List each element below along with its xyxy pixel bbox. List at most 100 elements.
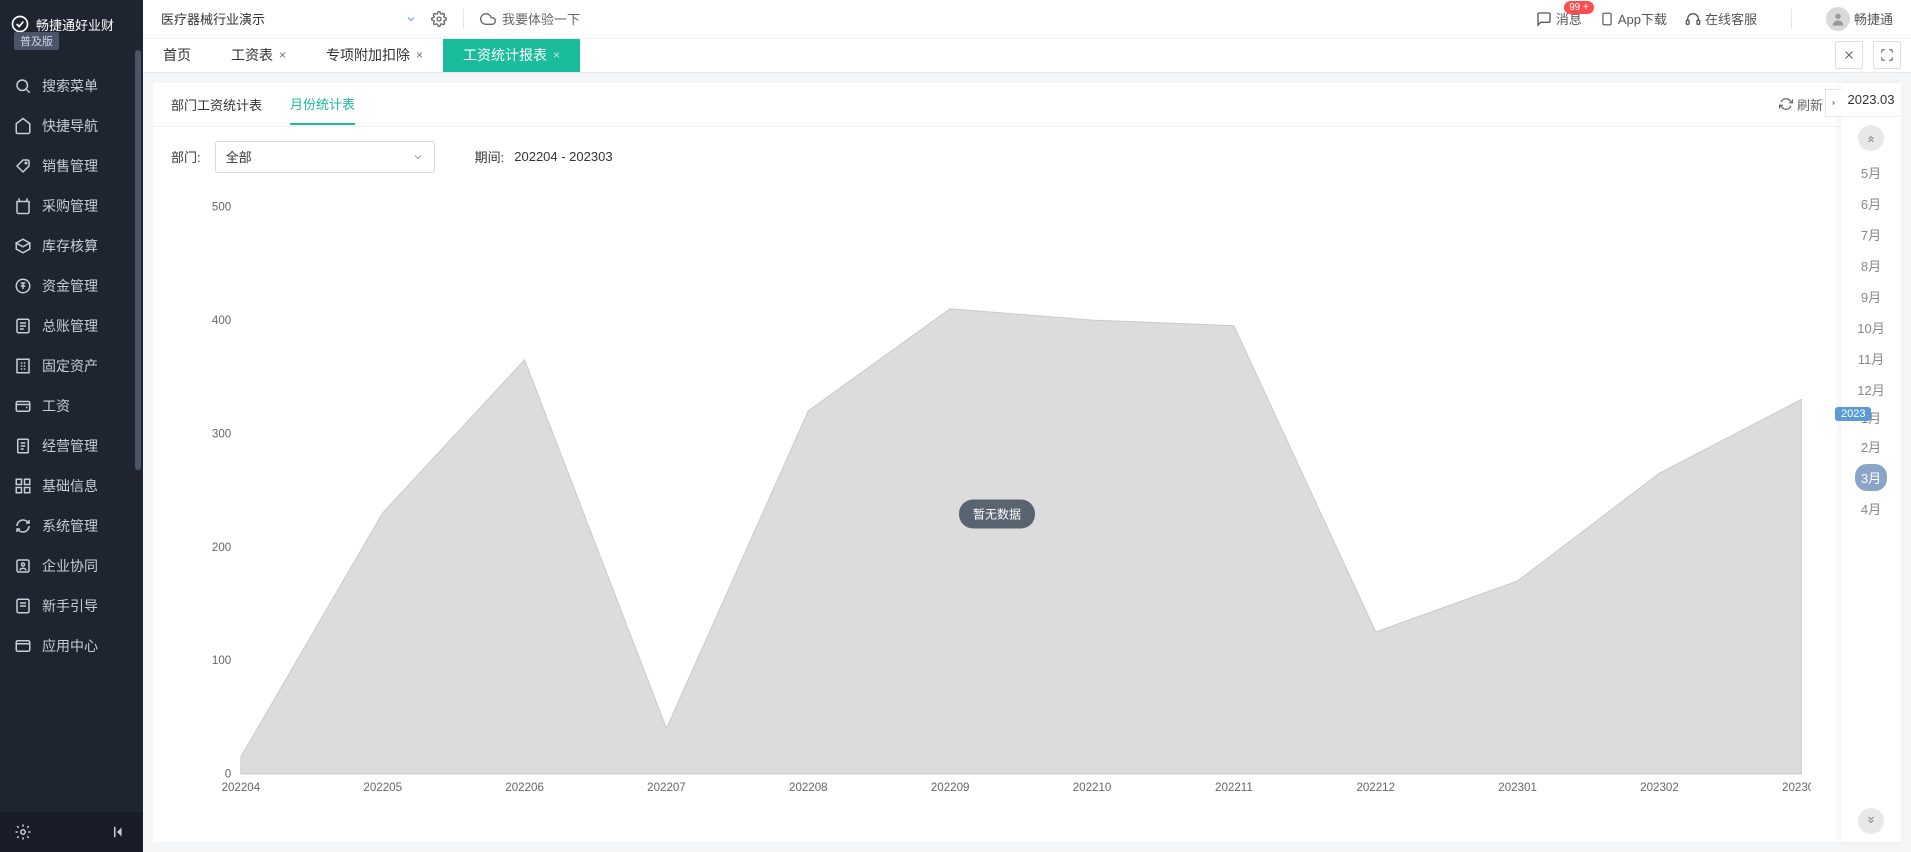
tabs-bar-actions	[1835, 39, 1911, 72]
search-icon	[14, 77, 32, 95]
sidebar-item-label: 系统管理	[42, 516, 98, 536]
sidebar-item-13[interactable]: 新手引导	[0, 586, 143, 626]
tab-1[interactable]: 工资表 ×	[211, 39, 306, 72]
dept-select[interactable]: 全部	[215, 141, 435, 173]
grid-icon	[14, 477, 32, 495]
month-item-7[interactable]: 12月	[1841, 376, 1901, 403]
close-all-tabs-button[interactable]	[1835, 41, 1863, 69]
report-panel: 部门工资统计表月份统计表 刷新 部门: 全部	[153, 83, 1841, 842]
box-icon	[14, 237, 32, 255]
sidebar-scrollbar-thumb[interactable]	[135, 50, 141, 470]
apps-icon	[14, 637, 32, 655]
chart-container: 0100200300400500202204202205202206202207…	[153, 187, 1841, 842]
collapse-sidebar-icon[interactable]	[111, 823, 129, 841]
tab-close-icon[interactable]: ×	[553, 48, 560, 62]
sidebar: 畅捷通好业财 普及版 搜索菜单快捷导航销售管理采购管理库存核算资金管理总账管理固…	[0, 0, 143, 852]
sidebar-item-3[interactable]: 采购管理	[0, 186, 143, 226]
guide-icon	[14, 597, 32, 615]
sidebar-item-2[interactable]: 销售管理	[0, 146, 143, 186]
month-item-6[interactable]: 11月	[1841, 345, 1901, 372]
month-scroll-down-button[interactable]	[1858, 808, 1884, 834]
month-list: 5月6月7月8月9月10月11月12月20231月2月3月4月	[1841, 159, 1901, 800]
message-icon	[1536, 11, 1552, 27]
tab-0[interactable]: 首页	[143, 39, 211, 72]
sidebar-item-10[interactable]: 基础信息	[0, 466, 143, 506]
month-item-2[interactable]: 7月	[1841, 221, 1901, 248]
sidebar-item-5[interactable]: 资金管理	[0, 266, 143, 306]
tab-label: 专项附加扣除	[326, 45, 410, 65]
sidebar-item-label: 快捷导航	[42, 116, 98, 136]
tab-close-icon[interactable]: ×	[279, 48, 286, 62]
sidebar-item-9[interactable]: 经营管理	[0, 426, 143, 466]
sub-tab-1[interactable]: 月份统计表	[290, 84, 355, 125]
month-item-11[interactable]: 4月	[1841, 495, 1901, 522]
sidebar-item-7[interactable]: 固定资产	[0, 346, 143, 386]
month-panel-collapse-button[interactable]	[1825, 89, 1841, 117]
svg-text:0: 0	[225, 768, 231, 780]
org-settings-icon[interactable]	[431, 11, 447, 27]
message-button[interactable]: 消息 99 +	[1536, 9, 1582, 28]
chevron-down-icon[interactable]	[405, 13, 417, 25]
sidebar-item-label: 应用中心	[42, 636, 98, 656]
sidebar-item-label: 经营管理	[42, 436, 98, 456]
month-item-3[interactable]: 8月	[1841, 252, 1901, 279]
user-menu[interactable]: 畅捷通	[1826, 7, 1893, 31]
sidebar-scrollbar[interactable]	[135, 50, 141, 812]
headset-icon	[1685, 11, 1701, 27]
sidebar-item-11[interactable]: 系统管理	[0, 506, 143, 546]
tabs-bar: 首页工资表×专项附加扣除×工资统计报表×	[143, 39, 1911, 73]
content-area: 部门工资统计表月份统计表 刷新 部门: 全部	[143, 73, 1911, 852]
month-item-1[interactable]: 6月	[1841, 190, 1901, 217]
dept-filter-label: 部门:	[171, 147, 201, 166]
brand-logo-icon	[10, 14, 30, 34]
building-icon	[14, 357, 32, 375]
org-selector[interactable]: 医疗器械行业演示	[161, 9, 265, 28]
team-icon	[14, 557, 32, 575]
tab-close-icon[interactable]: ×	[416, 48, 423, 62]
svg-text:202212: 202212	[1356, 782, 1395, 794]
doc-icon	[14, 437, 32, 455]
sub-tab-0[interactable]: 部门工资统计表	[171, 85, 262, 124]
svg-text:300: 300	[212, 428, 231, 440]
ledger-icon	[14, 317, 32, 335]
sidebar-item-14[interactable]: 应用中心	[0, 626, 143, 666]
month-item-9[interactable]: 2月	[1841, 433, 1901, 460]
main: 医疗器械行业演示 我要体验一下 消息	[143, 0, 1911, 852]
fullscreen-button[interactable]	[1873, 41, 1901, 69]
tab-3[interactable]: 工资统计报表×	[443, 39, 580, 72]
svg-text:202207: 202207	[647, 782, 686, 794]
month-item-0[interactable]: 5月	[1841, 159, 1901, 186]
tab-label: 工资表	[231, 45, 273, 65]
tab-2[interactable]: 专项附加扣除 ×	[306, 39, 443, 72]
svg-text:202204: 202204	[222, 782, 261, 794]
online-service-button[interactable]: 在线客服	[1685, 9, 1757, 28]
svg-text:100: 100	[212, 655, 231, 667]
refresh-button[interactable]: 刷新	[1779, 95, 1823, 114]
month-item-5[interactable]: 10月	[1841, 314, 1901, 341]
sidebar-item-label: 搜索菜单	[42, 76, 98, 96]
svg-text:400: 400	[212, 315, 231, 327]
brand-name: 畅捷通好业财	[36, 15, 114, 34]
try-experience-button[interactable]: 我要体验一下	[480, 9, 580, 28]
sidebar-item-6[interactable]: 总账管理	[0, 306, 143, 346]
sidebar-item-8[interactable]: 工资	[0, 386, 143, 426]
year-divider: 2023	[1835, 407, 1871, 421]
svg-text:200: 200	[212, 541, 231, 553]
sidebar-item-1[interactable]: 快捷导航	[0, 106, 143, 146]
cloud-icon	[480, 11, 496, 27]
svg-text:202210: 202210	[1073, 782, 1112, 794]
svg-text:202206: 202206	[505, 782, 544, 794]
sidebar-item-4[interactable]: 库存核算	[0, 226, 143, 266]
month-item-4[interactable]: 9月	[1841, 283, 1901, 310]
app-download-button[interactable]: App下载	[1600, 9, 1667, 28]
svg-text:202208: 202208	[789, 782, 828, 794]
username: 畅捷通	[1854, 9, 1893, 28]
sidebar-item-0[interactable]: 搜索菜单	[0, 66, 143, 106]
settings-gear-icon[interactable]	[14, 823, 32, 841]
sidebar-item-12[interactable]: 企业协同	[0, 546, 143, 586]
sidebar-item-label: 固定资产	[42, 356, 98, 376]
tab-label: 首页	[163, 45, 191, 65]
sidebar-item-label: 新手引导	[42, 596, 98, 616]
month-item-10[interactable]: 3月	[1855, 464, 1887, 491]
month-scroll-up-button[interactable]	[1858, 125, 1884, 151]
